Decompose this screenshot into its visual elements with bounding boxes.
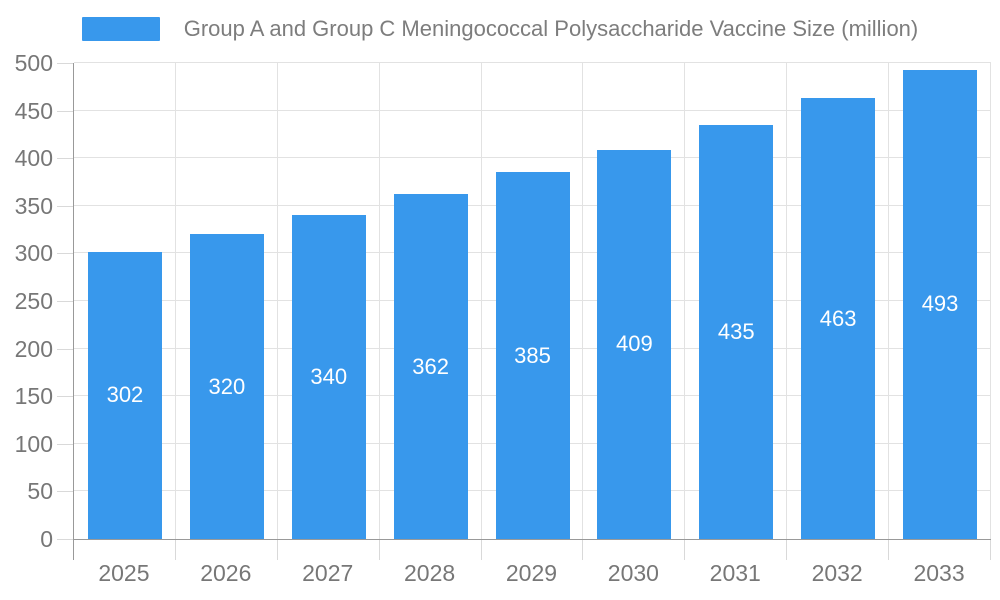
gridline-vertical <box>990 63 991 539</box>
y-axis-label: 250 <box>14 288 53 314</box>
bar-value-label: 362 <box>412 353 449 379</box>
y-axis-label: 50 <box>27 478 53 505</box>
bar-2029[interactable]: 385 <box>495 172 570 539</box>
y-axis-tick <box>57 158 73 160</box>
y-axis-tick <box>57 491 73 493</box>
y-axis-label: 300 <box>14 240 53 267</box>
y-axis-label: 500 <box>14 50 53 76</box>
gridline-vertical <box>276 63 278 539</box>
plot-area: 302 320 340 362 385 409 435 463 493 <box>73 62 991 540</box>
x-axis-label: 2025 <box>98 560 150 586</box>
y-axis-label: 400 <box>14 145 53 172</box>
y-axis-tick <box>57 301 73 302</box>
y-axis-tick <box>57 63 73 64</box>
y-axis-tick <box>57 110 73 112</box>
x-axis-label: 2032 <box>811 560 863 586</box>
y-axis-tick <box>57 539 73 540</box>
bar-value-label: 320 <box>208 373 246 399</box>
bar-value-label: 340 <box>310 364 348 390</box>
y-axis-tick <box>57 348 73 350</box>
x-axis-label: 2028 <box>404 560 456 586</box>
chart-legend[interactable]: Group A and Group C Meningococcal Polysa… <box>0 16 1000 42</box>
x-axis-tick <box>582 540 584 560</box>
gridline-vertical <box>786 63 788 539</box>
y-axis-label: 0 <box>40 526 53 552</box>
x-axis-tick <box>174 540 176 560</box>
x-axis-tick <box>276 540 278 560</box>
y-axis-label: 100 <box>14 430 53 457</box>
legend-swatch-icon[interactable] <box>81 17 160 41</box>
y-axis-tick <box>57 443 73 445</box>
gridline-horizontal <box>74 62 991 63</box>
gridline-vertical <box>684 63 686 539</box>
bar-2028[interactable]: 362 <box>393 194 468 539</box>
x-axis-label: 2029 <box>505 560 558 586</box>
x-axis-tick <box>684 540 686 560</box>
gridline-vertical <box>888 63 890 539</box>
gridline-vertical <box>582 63 584 539</box>
x-axis-tick <box>786 540 788 560</box>
y-axis-label: 150 <box>14 383 53 410</box>
gridline-vertical <box>480 63 482 539</box>
gridline-vertical <box>174 63 176 539</box>
bar-2030[interactable]: 409 <box>597 149 672 539</box>
gridline-vertical <box>378 63 380 539</box>
bar-2031[interactable]: 435 <box>699 124 774 539</box>
chart-title: Group A and Group C Meningococcal Polysa… <box>183 16 919 41</box>
x-axis-label: 2033 <box>913 560 965 586</box>
x-axis-label: 2026 <box>200 560 252 586</box>
bar-value-label: 409 <box>616 331 653 357</box>
bar-value-label: 302 <box>106 382 144 408</box>
x-axis-label: 2031 <box>709 560 761 586</box>
y-axis-label: 200 <box>14 335 53 362</box>
bar-2027[interactable]: 340 <box>291 215 366 539</box>
x-axis-tick <box>990 540 991 560</box>
bar-2026[interactable]: 320 <box>189 234 264 539</box>
x-axis-tick <box>378 540 380 560</box>
x-axis-tick <box>73 540 74 560</box>
x-axis-label: 2027 <box>302 560 354 586</box>
y-axis-tick <box>57 205 73 207</box>
y-axis-label: 350 <box>14 192 53 219</box>
bar-value-label: 463 <box>819 305 857 331</box>
y-axis-label: 450 <box>14 97 53 124</box>
gridline-horizontal <box>74 157 991 159</box>
x-axis-tick <box>480 540 482 560</box>
x-axis-tick <box>888 540 890 560</box>
bar-value-label: 493 <box>921 291 959 317</box>
x-axis-label: 2030 <box>607 560 659 586</box>
bar-value-label: 435 <box>717 318 755 344</box>
bar-2025[interactable]: 302 <box>87 251 162 539</box>
y-axis-tick <box>57 253 73 255</box>
y-axis-tick <box>57 396 73 398</box>
bar-value-label: 385 <box>514 342 551 368</box>
bar-2032[interactable]: 463 <box>801 98 876 539</box>
gridline-horizontal <box>74 109 991 111</box>
bar-2033[interactable]: 493 <box>903 69 978 539</box>
